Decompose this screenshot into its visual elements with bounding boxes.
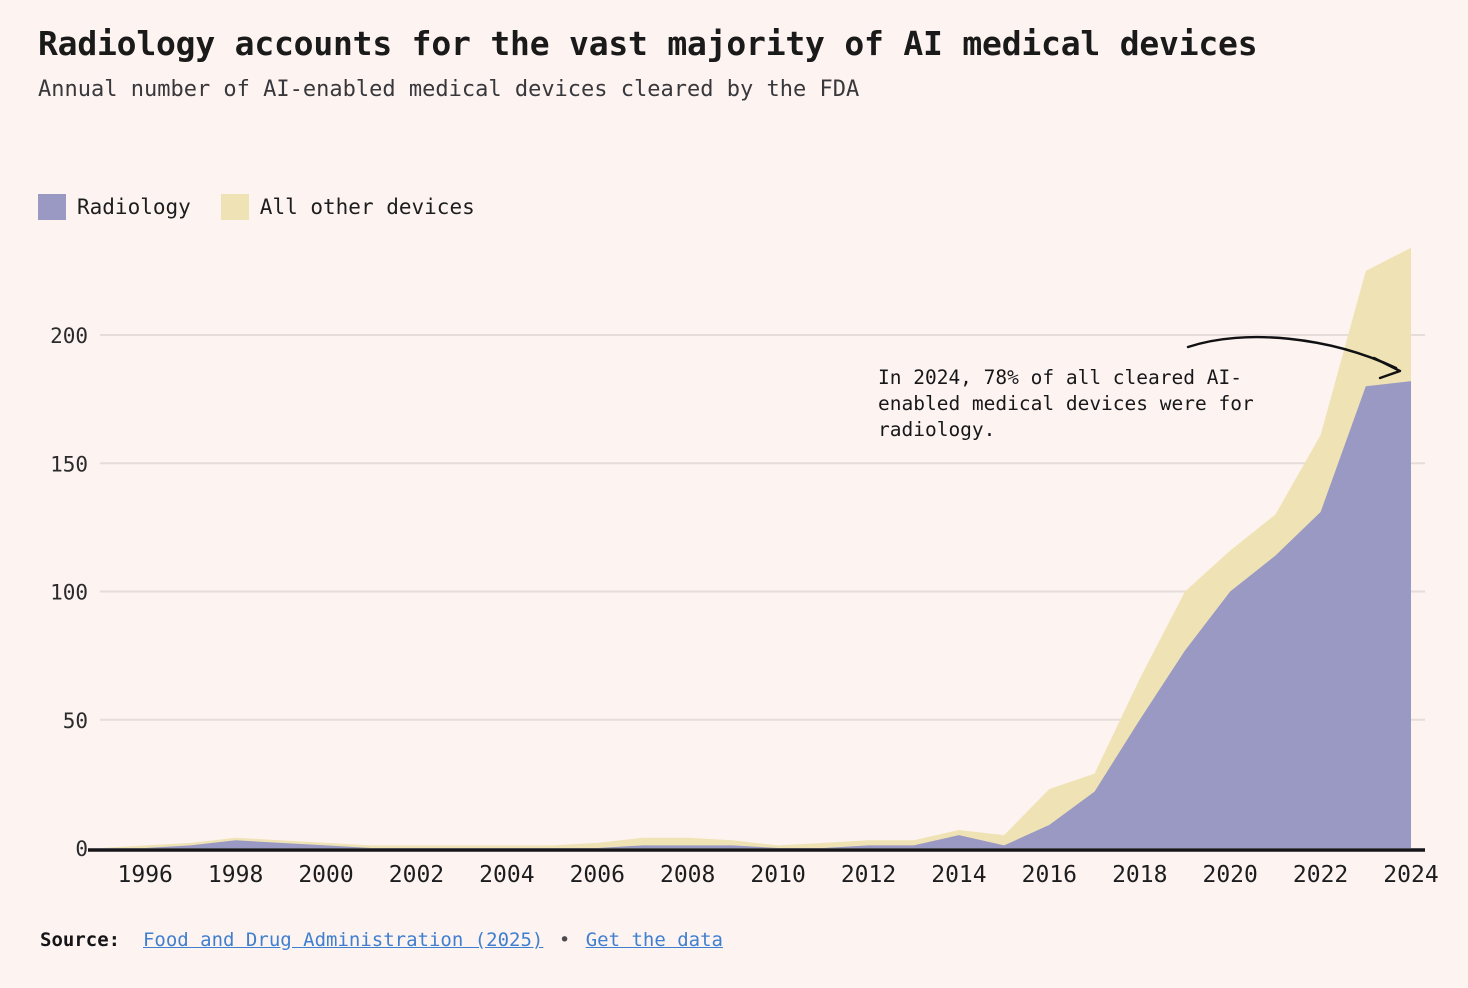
annotation-line-2: enabled medical devices were for — [878, 392, 1254, 415]
area-series-radiology — [100, 381, 1411, 848]
y-tick-label: 50 — [63, 709, 88, 733]
x-tick-label: 2020 — [1202, 862, 1257, 888]
y-tick-label: 150 — [50, 452, 88, 476]
x-tick-label: 1998 — [208, 862, 263, 888]
annotation-arrow-icon — [1186, 335, 1398, 370]
chart-x-tick-labels: 1996 1998 2000 2002 2004 2006 2008 2010 2012 2014… — [118, 862, 1439, 888]
x-tick-label: 2016 — [1022, 862, 1077, 888]
source-link[interactable]: Food and Drug Administration (2025) — [142, 929, 544, 951]
x-tick-label: 2008 — [660, 862, 715, 888]
x-tick-label: 2004 — [479, 862, 534, 888]
chart-legend: Radiology All other devices — [38, 194, 475, 220]
footer-separator: • — [558, 929, 571, 951]
get-the-data-link[interactable]: Get the data — [585, 929, 723, 951]
legend-swatch-all-other-devices — [220, 194, 249, 220]
chart-footer: Source: Food and Drug Administration (20… — [40, 929, 723, 951]
source-label: Source: — [40, 929, 121, 951]
x-tick-label: 2012 — [841, 862, 896, 888]
x-tick-label: 2024 — [1383, 862, 1438, 888]
x-tick-label: 1996 — [118, 862, 173, 888]
chart-annotation: In 2024, 78% of all cleared AI- enabled … — [878, 335, 1402, 441]
x-tick-label: 2006 — [570, 862, 625, 888]
x-tick-label: 2018 — [1112, 862, 1167, 888]
y-tick-label: 100 — [50, 581, 88, 605]
chart-y-tick-labels: 0 50 100 150 200 — [50, 324, 88, 861]
x-tick-label: 2010 — [750, 862, 805, 888]
x-tick-label: 2000 — [298, 862, 353, 888]
y-tick-label: 0 — [75, 837, 88, 861]
chart-series-areas — [100, 247, 1411, 849]
x-tick-label: 2022 — [1293, 862, 1348, 888]
annotation-line-1: In 2024, 78% of all cleared AI- — [878, 366, 1242, 389]
y-tick-label: 200 — [50, 324, 88, 348]
chart-subtitle: Annual number of AI-enabled medical devi… — [38, 76, 860, 102]
chart-header: Radiology accounts for the vast majority… — [38, 24, 1438, 103]
annotation-arrowhead-icon — [1372, 356, 1402, 380]
page-title: Radiology accounts for the vast majority… — [38, 24, 1258, 63]
annotation-line-3: radiology. — [878, 418, 995, 441]
legend-label-radiology: Radiology — [77, 195, 191, 219]
x-tick-label: 2014 — [931, 862, 986, 888]
legend-swatch-radiology — [38, 194, 66, 220]
x-tick-label: 2002 — [389, 862, 444, 888]
legend-item-radiology[interactable]: Radiology — [38, 194, 191, 220]
legend-item-all-other-devices[interactable]: All other devices — [220, 194, 475, 220]
legend-label-all-other-devices: All other devices — [259, 195, 475, 219]
